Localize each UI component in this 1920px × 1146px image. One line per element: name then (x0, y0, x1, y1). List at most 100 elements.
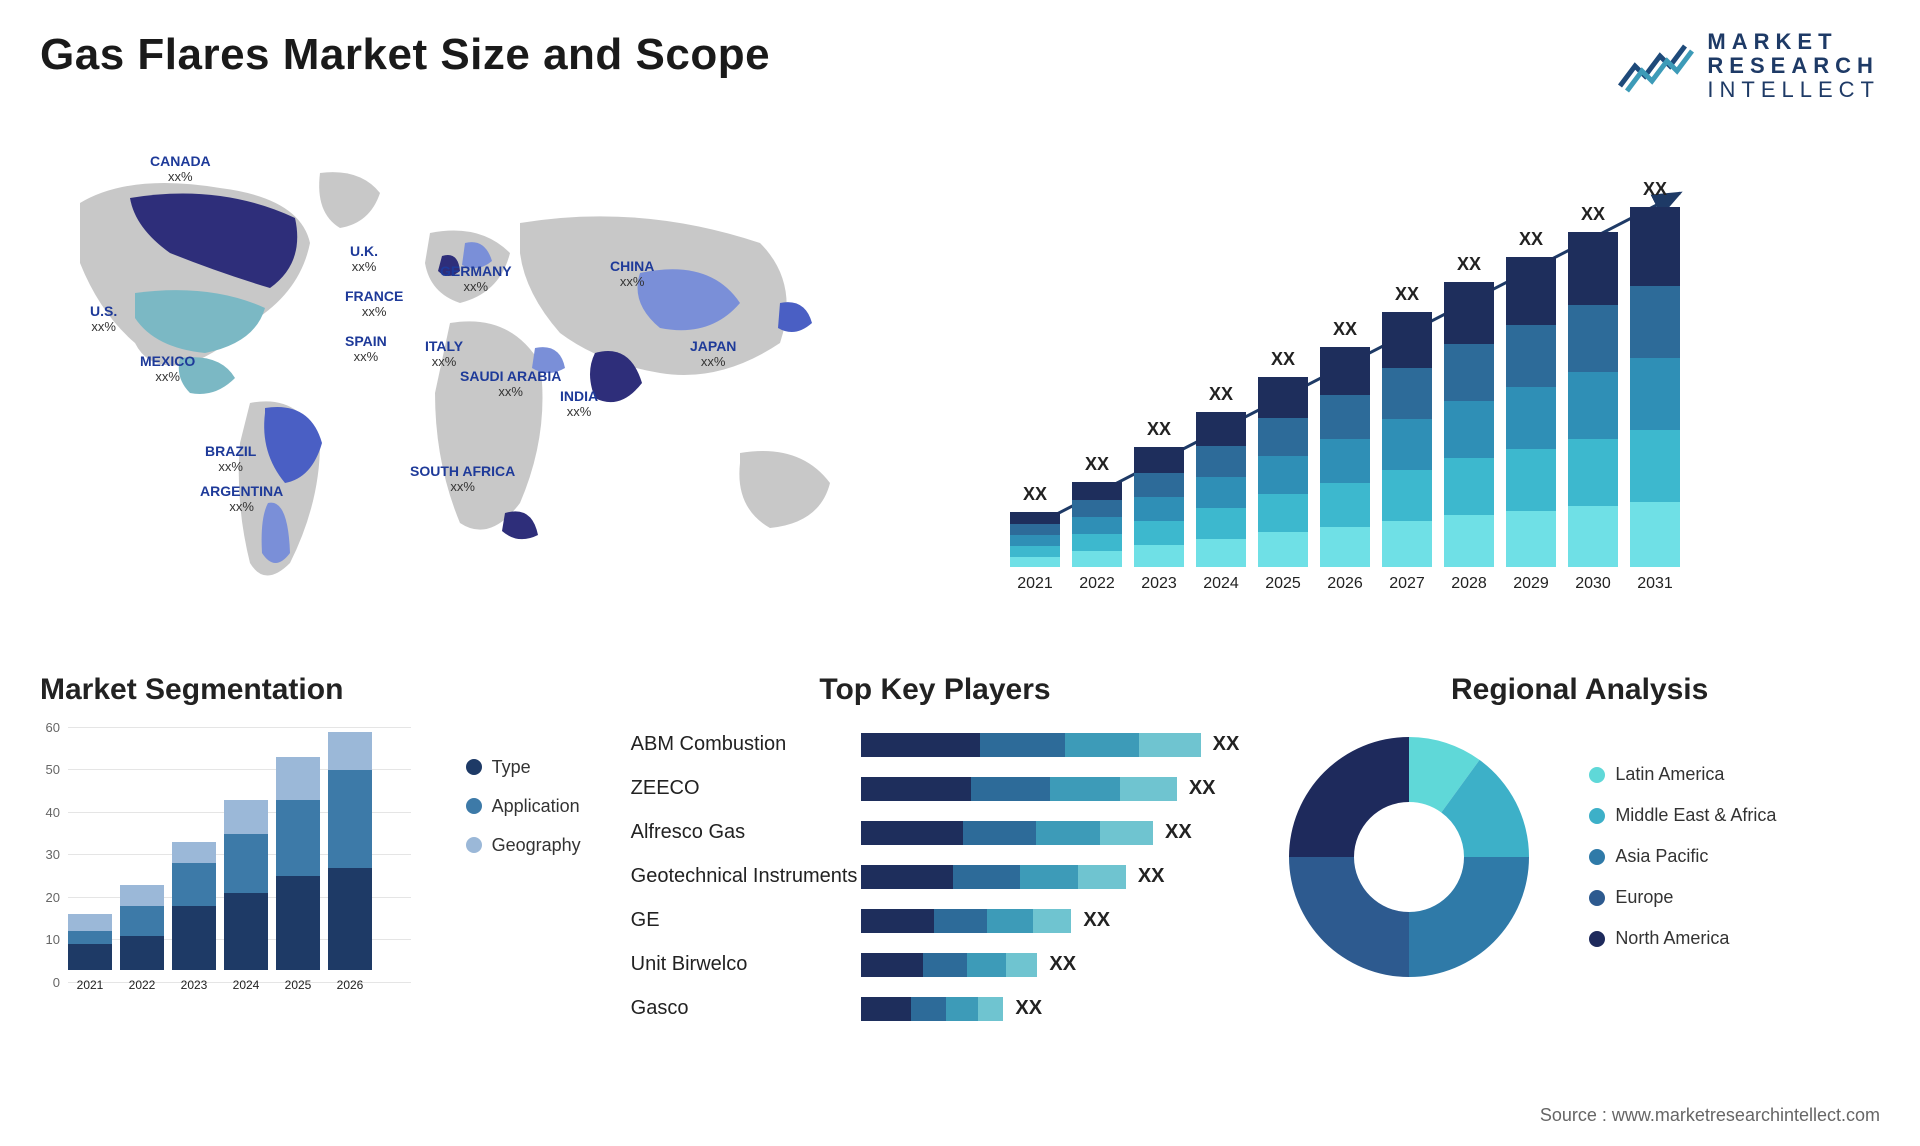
player-name: GE (631, 909, 861, 932)
y-tick: 20 (40, 890, 60, 905)
bar-value-label: XX (1196, 384, 1246, 405)
forecast-bar-2030: XX2030 (1568, 232, 1618, 593)
donut-slice-asia-pacific (1409, 857, 1529, 977)
map-label-germany: GERMANYxx% (440, 263, 512, 295)
bar-value-label: XX (1630, 179, 1680, 200)
seg-bar-2025: 2025 (276, 757, 320, 992)
bar-year-label: 2031 (1637, 575, 1673, 593)
legend-dot-icon (1589, 931, 1605, 947)
map-label-u-k-: U.K.xx% (350, 243, 378, 275)
bar-value-label: XX (1072, 454, 1122, 475)
player-name: Gasco (631, 997, 861, 1020)
y-tick: 0 (40, 975, 60, 990)
player-row-geotechnical-instruments: Geotechnical Instruments XX (631, 859, 1240, 895)
player-name: Geotechnical Instruments (631, 865, 861, 888)
map-label-mexico: MEXICOxx% (140, 353, 195, 385)
player-name: Alfresco Gas (631, 821, 861, 844)
y-tick: 10 (40, 932, 60, 947)
map-label-italy: ITALYxx% (425, 338, 463, 370)
player-value: XX (1189, 777, 1216, 800)
legend-dot-icon (1589, 849, 1605, 865)
bar-value-label: XX (1382, 284, 1432, 305)
bar-value-label: XX (1320, 319, 1370, 340)
y-tick: 60 (40, 720, 60, 735)
player-value: XX (1083, 909, 1110, 932)
regional-chart: Latin AmericaMiddle East & AfricaAsia Pa… (1279, 727, 1880, 987)
map-label-china: CHINAxx% (610, 258, 654, 290)
player-bar (861, 821, 1153, 845)
donut-legend: Latin AmericaMiddle East & AfricaAsia Pa… (1589, 764, 1776, 949)
map-label-brazil: BRAZILxx% (205, 443, 256, 475)
legend-item-type: Type (466, 757, 581, 778)
map-label-south-africa: SOUTH AFRICAxx% (410, 463, 515, 495)
players-list: ABM CombustionXXZEECOXXAlfresco GasXXGeo… (631, 727, 1240, 1027)
legend-dot-icon (466, 798, 482, 814)
player-value: XX (1165, 821, 1192, 844)
bar-value-label: XX (1134, 419, 1184, 440)
bar-year-label: 2029 (1513, 575, 1549, 593)
y-tick: 40 (40, 805, 60, 820)
player-bar (861, 909, 1072, 933)
legend-dot-icon (1589, 890, 1605, 906)
y-tick: 30 (40, 847, 60, 862)
players-title: Top Key Players (631, 673, 1240, 707)
player-row-ge: GE XX (631, 903, 1240, 939)
forecast-bar-2024: XX2024 (1196, 412, 1246, 593)
player-row-alfresco-gas: Alfresco Gas XX (631, 815, 1240, 851)
logo-text: MARKET RESEARCH INTELLECT (1707, 30, 1880, 103)
bar-value-label: XX (1444, 254, 1494, 275)
player-bar (861, 865, 1126, 889)
forecast-bar-2026: XX2026 (1320, 347, 1370, 593)
player-row-zeeco: ZEECOXX (631, 771, 1240, 807)
seg-bar-2022: 2022 (120, 885, 164, 992)
legend-dot-icon (466, 837, 482, 853)
seg-year-label: 2026 (337, 978, 364, 992)
world-map-panel: CANADAxx%U.S.xx%MEXICOxx%BRAZILxx%ARGENT… (40, 143, 930, 623)
main-forecast-chart: XX2021XX2022XX2023XX2024XX2025XX2026XX20… (990, 143, 1880, 623)
legend-dot-icon (466, 759, 482, 775)
segmentation-chart: 0102030405060 202120222023202420252026 T… (40, 727, 591, 1017)
player-value: XX (1015, 997, 1042, 1020)
legend-dot-icon (1589, 767, 1605, 783)
donut-chart (1279, 727, 1539, 987)
seg-year-label: 2023 (181, 978, 208, 992)
forecast-bar-2023: XX2023 (1134, 447, 1184, 593)
legend-item-application: Application (466, 796, 581, 817)
legend-item-geography: Geography (466, 835, 581, 856)
seg-bar-2023: 2023 (172, 842, 216, 992)
region-legend-europe: Europe (1589, 887, 1776, 908)
top-row: CANADAxx%U.S.xx%MEXICOxx%BRAZILxx%ARGENT… (40, 143, 1880, 623)
forecast-bar-2027: XX2027 (1382, 312, 1432, 593)
bar-year-label: 2023 (1141, 575, 1177, 593)
regional-title: Regional Analysis (1279, 673, 1880, 707)
bar-year-label: 2022 (1079, 575, 1115, 593)
bar-value-label: XX (1010, 484, 1060, 505)
player-bar (861, 777, 1177, 801)
player-bar (861, 953, 1038, 977)
player-row-gasco: Gasco XX (631, 991, 1240, 1027)
brand-logo: MARKET RESEARCH INTELLECT (1615, 30, 1880, 103)
forecast-bar-2025: XX2025 (1258, 377, 1308, 593)
donut-slice-north-america (1289, 737, 1409, 857)
map-label-france: FRANCExx% (345, 288, 403, 320)
page-title: Gas Flares Market Size and Scope (40, 30, 770, 80)
region-legend-asia-pacific: Asia Pacific (1589, 846, 1776, 867)
player-row-unit-birwelco: Unit BirwelcoXX (631, 947, 1240, 983)
map-label-japan: JAPANxx% (690, 338, 736, 370)
header: Gas Flares Market Size and Scope MARKET … (40, 30, 1880, 103)
bar-value-label: XX (1258, 349, 1308, 370)
region-legend-north-america: North America (1589, 928, 1776, 949)
segmentation-title: Market Segmentation (40, 673, 591, 707)
player-value: XX (1138, 865, 1165, 888)
map-label-spain: SPAINxx% (345, 333, 387, 365)
seg-year-label: 2024 (233, 978, 260, 992)
seg-bar-2024: 2024 (224, 800, 268, 992)
seg-year-label: 2025 (285, 978, 312, 992)
player-value: XX (1213, 733, 1240, 756)
forecast-bar-2022: XX2022 (1072, 482, 1122, 593)
y-tick: 50 (40, 762, 60, 777)
player-name: ABM Combustion (631, 733, 861, 756)
map-label-argentina: ARGENTINAxx% (200, 483, 283, 515)
map-label-saudi-arabia: SAUDI ARABIAxx% (460, 368, 561, 400)
bar-year-label: 2021 (1017, 575, 1053, 593)
